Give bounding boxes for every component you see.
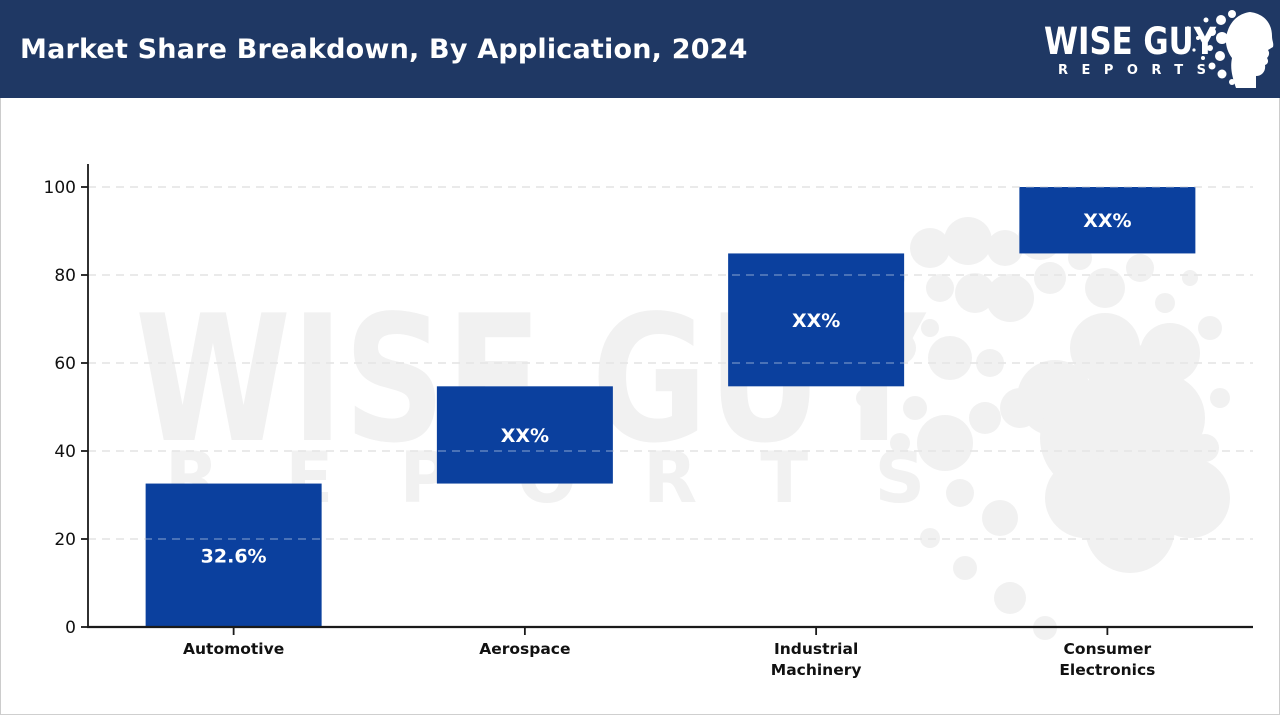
market-share-chart: WISE GUYREPORTS32.6%XX%XX%XX%02040608010… (44, 164, 1253, 679)
x-category-label: Electronics (1059, 661, 1155, 679)
y-tick-label: 40 (54, 442, 76, 462)
watermark-dot (928, 336, 972, 380)
watermark-dot (1126, 254, 1154, 282)
watermark-dot (910, 228, 950, 268)
x-category-label: Automotive (183, 640, 284, 658)
bar-consumer-electronics (1019, 187, 1196, 254)
bar-automotive (145, 483, 322, 627)
watermark-head-dots (856, 216, 1230, 640)
y-tick-label: 0 (65, 618, 76, 638)
y-tick-label: 60 (54, 354, 76, 374)
y-tick-label: 80 (54, 266, 76, 286)
watermark-dot (982, 500, 1018, 536)
bar-value-label: XX% (501, 425, 549, 447)
watermark-dot (890, 433, 910, 453)
watermark-dot (1182, 270, 1198, 286)
watermark-dot (921, 319, 939, 337)
x-category-label: Consumer (1064, 640, 1152, 658)
watermark-dot (1155, 293, 1175, 313)
watermark-dot (969, 402, 1001, 434)
x-category-label: Industrial (774, 640, 858, 658)
watermark-dot (1085, 268, 1125, 308)
watermark-dot (953, 556, 977, 580)
wise-guy-reports-logo: WISE GUY REPORTS (1044, 10, 1274, 88)
watermark-dot (994, 582, 1026, 614)
bar-aerospace (436, 386, 613, 484)
logo-text-line1: WISE GUY (1044, 20, 1217, 63)
logo-text-line2: REPORTS (1058, 63, 1206, 78)
watermark-dot (903, 396, 927, 420)
watermark-dot (986, 274, 1034, 322)
watermark-dot (920, 528, 940, 548)
watermark-dot (1150, 458, 1230, 538)
watermark-dot (856, 389, 874, 407)
watermark-dot (1070, 313, 1140, 383)
watermark-dot (1115, 373, 1205, 463)
bar-industrial-machinery (728, 253, 905, 387)
y-tick-label: 100 (44, 178, 76, 198)
bar-value-label: XX% (792, 310, 840, 332)
watermark-dot (926, 274, 954, 302)
y-tick-label: 20 (54, 530, 76, 550)
x-category-label: Aerospace (479, 640, 570, 658)
watermark-dot (1034, 262, 1066, 294)
watermark-dot (946, 479, 974, 507)
watermark-dot (917, 415, 973, 471)
page-title: Market Share Breakdown, By Application, … (20, 33, 748, 65)
logo-head-icon (1186, 10, 1274, 88)
watermark-dot (955, 273, 995, 313)
bar-value-label: XX% (1083, 210, 1131, 232)
header-bar: Market Share Breakdown, By Application, … (0, 0, 1280, 98)
x-category-label: Machinery (771, 661, 862, 679)
watermark-dot (1198, 316, 1222, 340)
watermark-dot (987, 230, 1023, 266)
bar-value-label: 32.6% (201, 545, 267, 567)
watermark-dot (944, 217, 992, 265)
watermark-dot (1140, 323, 1200, 383)
watermark-dot (1210, 388, 1230, 408)
